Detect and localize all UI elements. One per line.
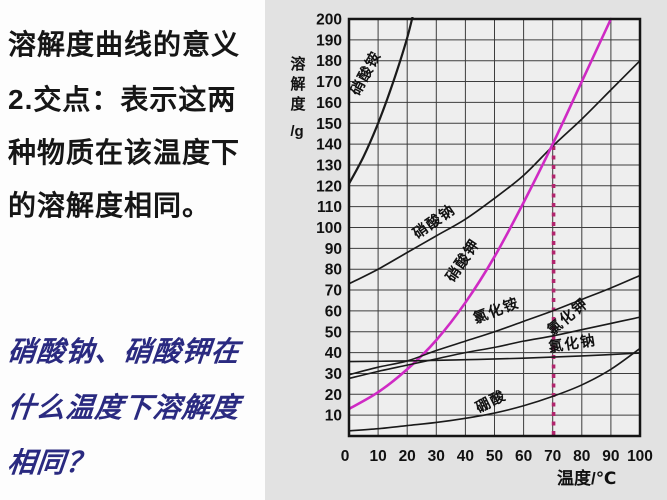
y-tick-label: 10 [325, 408, 342, 425]
x-tick-label: 20 [399, 448, 416, 465]
x-tick-label: 90 [602, 448, 619, 465]
y-tick-label: 20 [325, 387, 342, 404]
x-tick-label: 30 [428, 448, 445, 465]
y-tick-label: 90 [325, 241, 342, 258]
body-text-line: 种物质在该温度下 [8, 137, 241, 168]
x-tick-label: 100 [627, 448, 653, 465]
y-tick-label: 140 [316, 137, 342, 154]
y-tick-label: 180 [316, 53, 342, 70]
question-text-line: 相同？ [6, 448, 97, 479]
x-tick-label: 40 [457, 448, 474, 465]
y-tick-label: 170 [316, 74, 342, 91]
y-tick-label: 50 [325, 324, 342, 341]
solubility-chart-panel: 硝酸铵 硝酸钠 硝酸钾 氯化铵 氯化钾 氯化钠 硼酸 10 20 30 40 50 60 70 80 90 10… [265, 0, 667, 500]
y-axis-unit: /g [290, 123, 304, 140]
y-tick-label: 30 [325, 366, 342, 383]
question-text-line: 硝酸钠、硝酸钾在 [6, 337, 242, 368]
y-tick-label: 160 [316, 95, 342, 112]
y-tick-label: 120 [316, 178, 342, 195]
y-tick-label: 80 [325, 262, 342, 279]
solubility-curve-h3bo3 [348, 347, 641, 432]
solubility-curve-kno3 [348, 17, 613, 411]
x-tick-label: 10 [369, 448, 386, 465]
x-axis-title: 温度/℃ [557, 469, 617, 488]
y-axis-title-text: 溶解度 [288, 56, 306, 116]
y-tick-label: 130 [316, 157, 342, 174]
y-tick-label: 70 [325, 283, 342, 300]
x-tick-label: 0 [341, 448, 350, 465]
y-tick-label: 200 [316, 12, 342, 29]
y-tick-label: 190 [316, 32, 342, 49]
left-text-panel: 溶解度曲线的意义 2.交点：表示这两 种物质在该温度下 的溶解度相同。 硝酸钠、… [0, 0, 265, 500]
y-tick-label: 40 [325, 345, 342, 362]
body-text-line: 2.交点：表示这两 [8, 84, 237, 115]
solubility-curve-nh4no3 [348, 17, 414, 185]
slide-title: 溶解度曲线的意义 [8, 29, 241, 60]
y-tick-label: 100 [316, 220, 342, 237]
y-tick-label: 60 [325, 303, 342, 320]
curves-layer [348, 17, 641, 432]
x-tick-label: 70 [544, 448, 561, 465]
y-axis-title: 溶解度 /g [286, 56, 308, 140]
x-tick-label: 50 [486, 448, 503, 465]
x-tick-label: 80 [573, 448, 590, 465]
solubility-curve-nh4cl [348, 274, 641, 376]
solubility-curve-nacl [348, 352, 641, 363]
body-text-line: 的溶解度相同。 [8, 190, 212, 221]
solubility-curve-kcl [348, 316, 641, 380]
question-text-line: 什么温度下溶解度 [6, 393, 242, 424]
plot-border [347, 17, 642, 438]
y-tick-label: 110 [317, 199, 342, 216]
solubility-curve-nano3 [348, 59, 641, 285]
x-tick-label: 60 [515, 448, 532, 465]
y-tick-label: 150 [316, 116, 342, 133]
